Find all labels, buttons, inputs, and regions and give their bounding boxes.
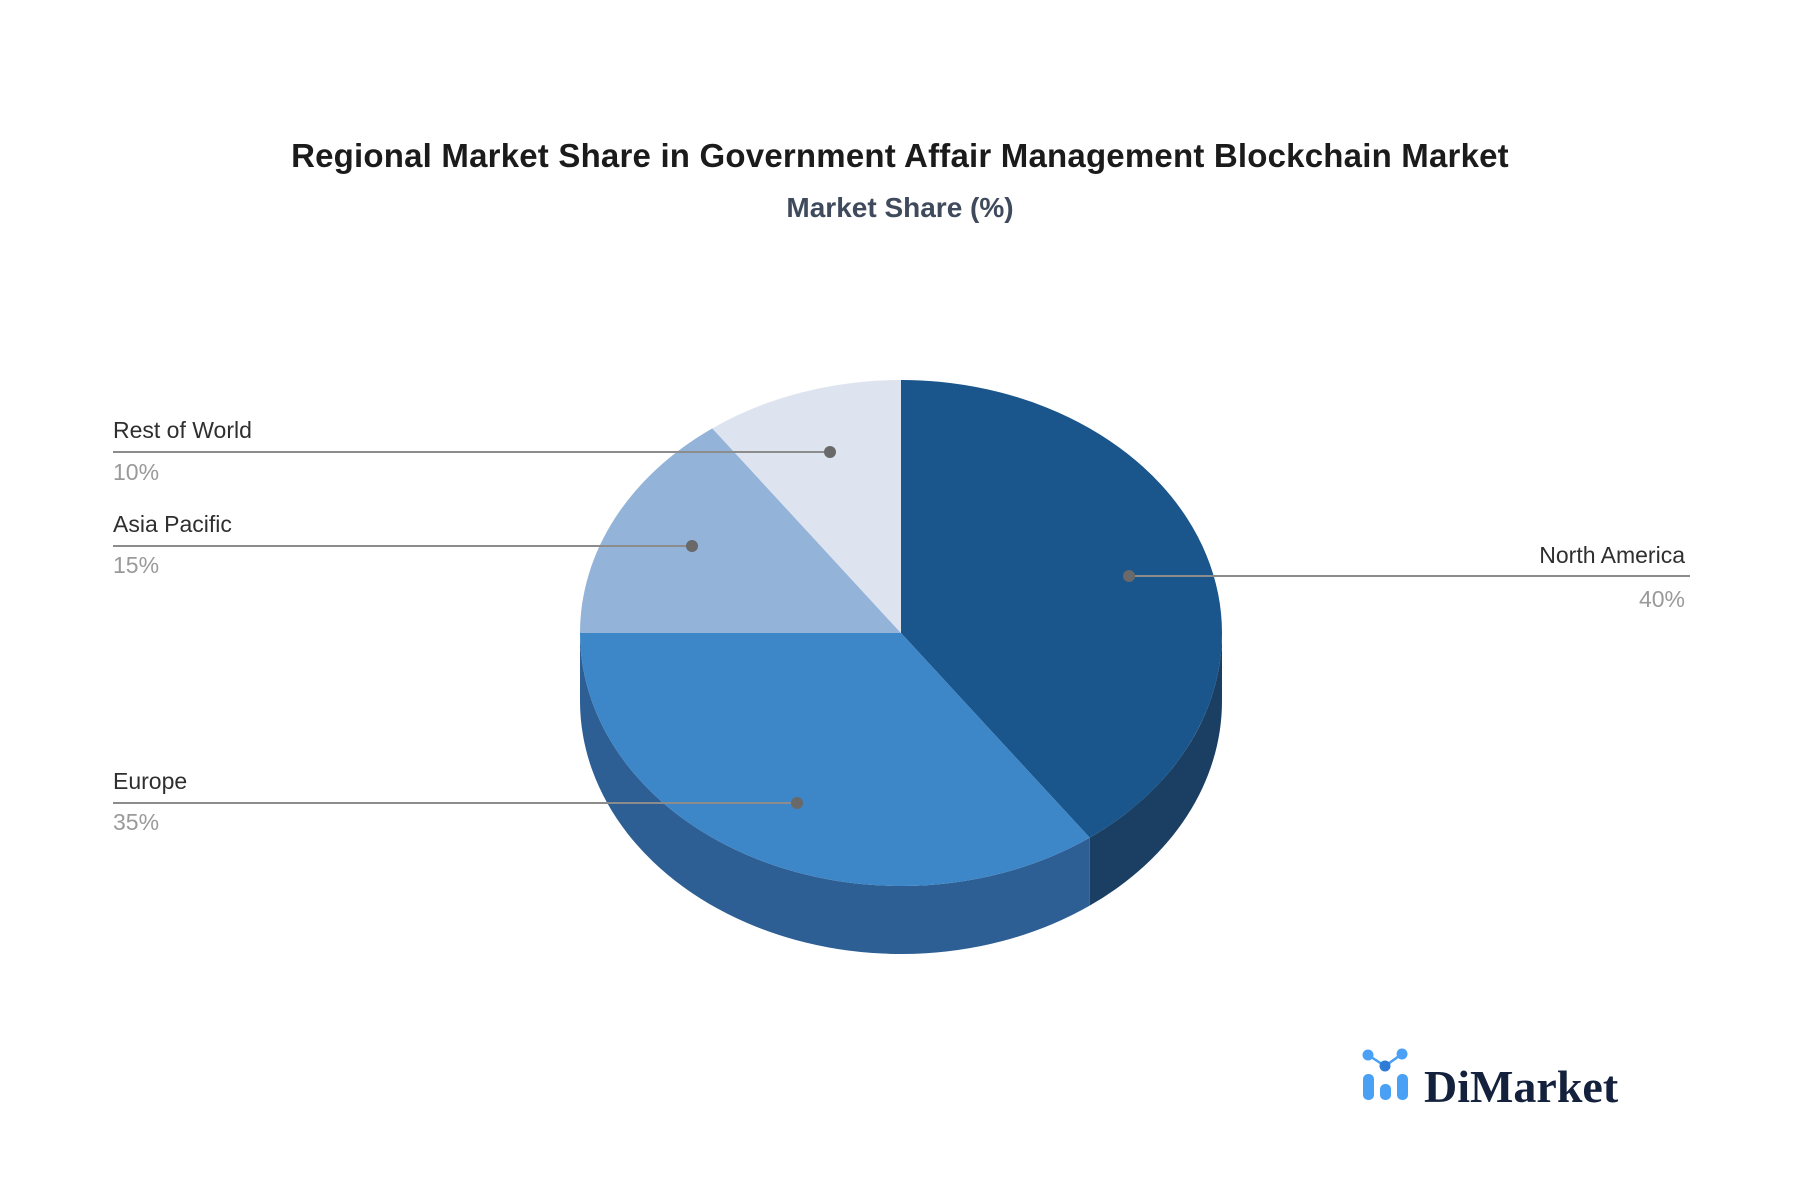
- callout-pct-europe: 35%: [113, 809, 160, 835]
- pie-slices-group: [580, 380, 1222, 954]
- callout-label-europe: Europe: [113, 768, 188, 794]
- chart-title: Regional Market Share in Government Affa…: [291, 137, 1509, 174]
- chart-subtitle: Market Share (%): [786, 192, 1014, 223]
- pie-slice-north-america: [901, 380, 1222, 838]
- callout-label-asia-pacific: Asia Pacific: [113, 511, 232, 537]
- leader-dot-asia-pacific: [686, 540, 698, 552]
- pie-slice-rest-of-world: [712, 380, 901, 633]
- callout-pct-north-america: 40%: [1638, 586, 1685, 612]
- callout-label-north-america: North America: [1539, 542, 1685, 568]
- leader-dot-north-america: [1123, 570, 1135, 582]
- bar-line-chart-icon: [1362, 1048, 1408, 1100]
- brand-logo: DiMarket: [1361, 1046, 1691, 1126]
- pie-side-north-america: [1089, 633, 1222, 906]
- pie-slice-asia-pacific: [580, 428, 901, 633]
- callout-pct-asia-pacific: 15%: [113, 552, 160, 578]
- leader-lines-group: [113, 451, 1690, 804]
- leader-dots-group: [686, 446, 1135, 809]
- leader-dot-europe: [791, 797, 803, 809]
- pie-slice-europe: [580, 633, 1090, 886]
- pie-side-europe: [580, 633, 1090, 954]
- callout-label-rest-of-world: Rest of World: [113, 417, 252, 443]
- leader-dot-rest-of-world: [824, 446, 836, 458]
- brand-name: DiMarket: [1424, 1061, 1619, 1112]
- callout-pct-rest-of-world: 10%: [113, 459, 160, 485]
